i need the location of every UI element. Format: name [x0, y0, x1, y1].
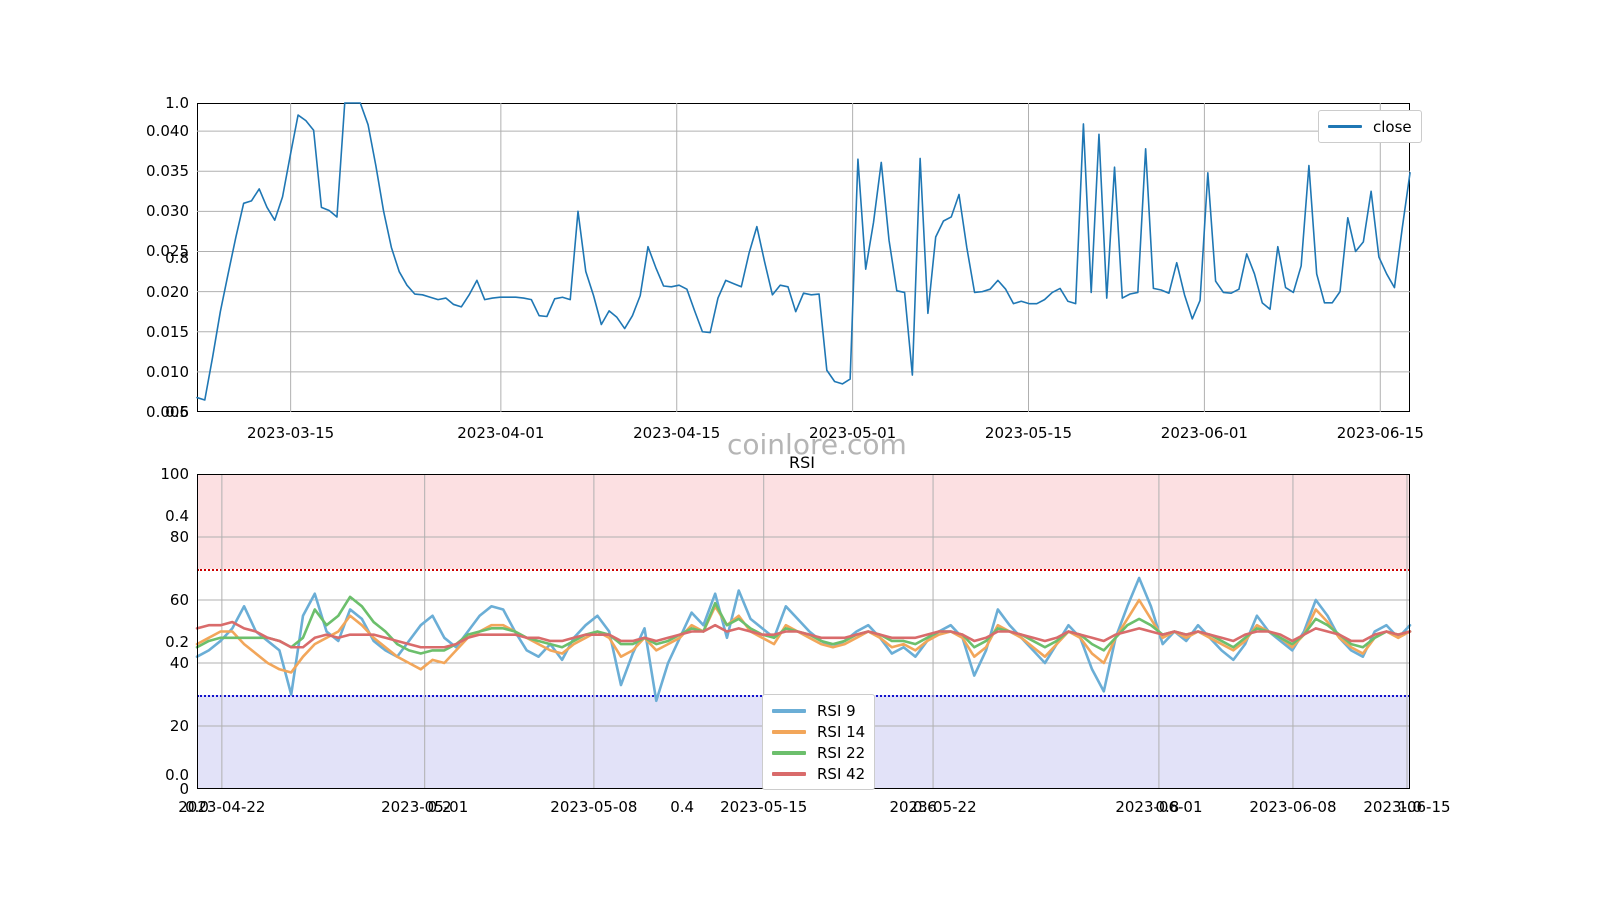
axis-tick-label: 0.0 [165, 766, 189, 784]
axis-tick-label: 2023-06-08 [1249, 798, 1337, 816]
legend-color-swatch [772, 729, 806, 734]
axis-tick-label: 0.020 [146, 282, 189, 301]
legend-item[interactable]: RSI 9 [772, 700, 865, 721]
price-chart-panel [196, 102, 1411, 412]
axis-tick-label: 2023-05-22 [889, 798, 977, 816]
axis-tick-label: 0.6 [912, 798, 937, 816]
axis-tick-label: 1.0 [1398, 798, 1422, 816]
axis-tick-label: 0.6 [165, 403, 189, 421]
axis-tick-label: 0.035 [146, 162, 189, 181]
overbought-band [197, 474, 1410, 569]
rsi-legend[interactable]: RSI 9 RSI 14 RSI 22 RSI 42 [762, 694, 876, 790]
legend-label: RSI 22 [817, 743, 866, 762]
axis-tick-label: 2023-06-15 [1363, 798, 1451, 816]
legend-color-swatch [1328, 125, 1362, 128]
axis-tick-label: 2023-05-15 [720, 798, 808, 816]
axis-tick-label: 0.4 [165, 507, 189, 526]
axis-tick-label: 20 [169, 717, 189, 735]
axis-tick-label: 2023-05-15 [984, 424, 1073, 442]
axis-tick-label: 2023-06-15 [1336, 424, 1424, 442]
legend-label: RSI 14 [817, 722, 866, 741]
axis-tick-label: 60 [169, 591, 189, 609]
axis-tick-label: 2023-06-01 [1115, 798, 1203, 816]
legend-label: close [1373, 117, 1412, 136]
legend-item[interactable]: RSI 42 [772, 763, 865, 784]
legend-color-swatch [772, 771, 806, 776]
axis-tick-label: 0.8 [1155, 798, 1180, 816]
axis-tick-label: 1.0 [165, 94, 189, 112]
axis-tick-label: 40 [169, 654, 189, 672]
axis-tick-label: 0.2 [165, 633, 189, 652]
overbought-threshold-line [197, 568, 1410, 571]
axis-tick-label: 0.010 [146, 362, 189, 381]
axis-tick-label: 2023-05-01 [381, 798, 469, 816]
price-line-plot [196, 102, 1411, 412]
axis-tick-label: 0 [179, 780, 189, 798]
axis-tick-label: 80 [169, 528, 189, 546]
axis-tick-label: 0.8 [165, 248, 189, 267]
axis-tick-label: 0.005 [146, 403, 189, 421]
axis-tick-label: 2023-05-08 [550, 798, 638, 816]
legend-item[interactable]: RSI 14 [772, 721, 865, 742]
axis-tick-label: 0.4 [670, 798, 695, 816]
legend-color-swatch [772, 708, 806, 713]
price-legend[interactable]: close [1318, 110, 1422, 143]
legend-item[interactable]: close [1328, 116, 1412, 137]
axis-tick-label: 2023-03-15 [247, 424, 335, 442]
rsi-panel-title: RSI [789, 453, 815, 472]
legend-item[interactable]: RSI 22 [772, 742, 865, 763]
legend-label: RSI 9 [817, 701, 856, 720]
axis-tick-label: 2023-04-01 [457, 424, 545, 442]
axis-tick-label: 0.025 [146, 242, 189, 261]
axis-tick-label: 0.030 [146, 202, 189, 221]
rsi-line-plot [195, 474, 1412, 789]
axis-tick-label: 100 [160, 465, 189, 483]
watermark: coinlore.com [727, 428, 907, 461]
axis-tick-label: 0.2 [427, 798, 452, 816]
legend-color-swatch [772, 750, 806, 755]
axis-tick-label: 2023-05-01 [809, 424, 897, 442]
axis-tick-label: 0.0 [185, 798, 209, 816]
legend-label: RSI 42 [817, 764, 866, 783]
axis-tick-label: 0.040 [146, 122, 189, 141]
axis-tick-label: 2023-04-15 [633, 424, 721, 442]
axis-tick-label: 0.015 [146, 322, 189, 341]
axis-tick-label: 2023-06-01 [1160, 424, 1248, 442]
axis-tick-label: 2023-04-22 [178, 798, 266, 816]
